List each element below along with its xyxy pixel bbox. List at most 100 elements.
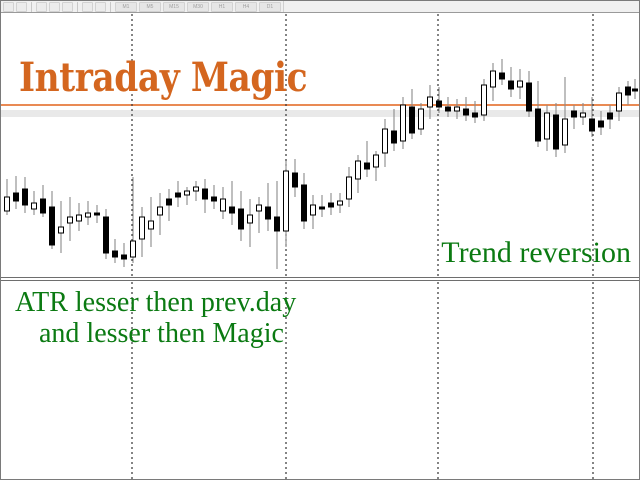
candle-body (211, 196, 217, 202)
candle-body (616, 92, 622, 112)
candle-body (463, 108, 469, 116)
zoom-out-button[interactable] (95, 1, 106, 12)
candle-body (112, 250, 118, 258)
candle-body (625, 86, 631, 96)
candle-body (130, 240, 136, 258)
candle-body (301, 184, 307, 222)
candle-body (553, 114, 559, 150)
candle-body (481, 84, 487, 116)
candle-body (193, 186, 199, 192)
candle-body (607, 112, 613, 120)
candle-body (436, 100, 442, 108)
timeframe-m30-button[interactable]: M30 (187, 1, 209, 12)
candle-body (274, 216, 280, 232)
toolbar-group-charttype (34, 1, 75, 12)
atr-annotation-line1: ATR lesser then prev.day (15, 287, 297, 318)
candle-body (409, 106, 415, 134)
new-chart-button[interactable] (3, 1, 14, 12)
candle-body (175, 192, 181, 198)
candle-body (139, 216, 145, 240)
timeframe-m15-button[interactable]: M15 (163, 1, 185, 12)
candle-body (427, 96, 433, 108)
candle-body (103, 216, 109, 254)
line-chart-button[interactable] (62, 1, 73, 12)
candle-body (328, 202, 334, 208)
candle-body (148, 220, 154, 230)
candle-body (184, 190, 190, 196)
candle-body (58, 226, 64, 234)
toolbar-group-timeframes: M1 M5 M15 M30 H1 H4 D1 (113, 1, 283, 12)
profiles-button[interactable] (16, 1, 27, 12)
candle-body (632, 88, 638, 92)
candle-body (121, 254, 127, 260)
candle-body (157, 206, 163, 216)
candle-body (382, 128, 388, 154)
candle-body (580, 112, 586, 118)
candle-body (40, 198, 46, 214)
bar-chart-button[interactable] (36, 1, 47, 12)
candle-body (445, 106, 451, 112)
zoom-in-button[interactable] (82, 1, 93, 12)
toolbar-group-file (1, 1, 29, 12)
timeframe-h1-button[interactable]: H1 (211, 1, 233, 12)
candle-body (229, 206, 235, 214)
timeframe-m1-button[interactable]: M1 (115, 1, 137, 12)
candle-body (490, 70, 496, 88)
panel-splitter[interactable] (1, 277, 639, 281)
candle-body (31, 202, 37, 210)
toolbar: M1 M5 M15 M30 H1 H4 D1 (1, 1, 639, 13)
candle-body (571, 110, 577, 118)
candle-body (535, 108, 541, 142)
candle-body (508, 80, 514, 90)
candle-body (202, 188, 208, 200)
page-title: Intraday Magic (19, 54, 308, 101)
atr-annotation-line2: and lesser then Magic (39, 318, 284, 349)
candle-body (472, 112, 478, 118)
candlestick-chart-button[interactable] (49, 1, 60, 12)
candlestick-plot (1, 14, 639, 279)
toolbar-spacer (283, 1, 639, 12)
candle-body (85, 212, 91, 218)
candle-body (256, 204, 262, 212)
candle-body (4, 196, 10, 212)
candle-body (265, 206, 271, 220)
candle-body (94, 212, 100, 216)
candle-body (346, 176, 352, 200)
candle-body (517, 80, 523, 88)
candle-body (76, 214, 82, 222)
candle-body (544, 112, 550, 140)
candle-body (418, 108, 424, 130)
candle-body (166, 198, 172, 206)
timeframe-m5-button[interactable]: M5 (139, 1, 161, 12)
candle-body (454, 106, 460, 112)
candle-body (499, 72, 505, 80)
candle-body (400, 104, 406, 142)
candle-body (373, 154, 379, 168)
candle-body (391, 130, 397, 144)
candle-body (238, 208, 244, 230)
candle-body (67, 216, 73, 224)
candle-body (220, 198, 226, 212)
atr-annotation: ATR lesser then prev.day and lesser then… (15, 287, 435, 349)
candle-body (292, 172, 298, 188)
candle-body (526, 82, 532, 112)
candle-body (355, 160, 361, 180)
indicator-panel[interactable]: ATR lesser then prev.day and lesser then… (1, 282, 639, 479)
candle-body (364, 162, 370, 170)
candle-body (49, 206, 55, 246)
toolbar-divider (77, 1, 78, 12)
toolbar-divider (110, 1, 111, 12)
timeframe-d1-button[interactable]: D1 (259, 1, 281, 12)
timeframe-h4-button[interactable]: H4 (235, 1, 257, 12)
candle-body (283, 170, 289, 232)
trend-reversion-annotation: Trend reversion (441, 236, 631, 269)
price-chart-panel[interactable]: Intraday Magic Trend reversion (1, 14, 639, 279)
candle-body (562, 118, 568, 146)
candle-body (247, 214, 253, 224)
candle-body (22, 188, 28, 206)
oscillator-plot (131, 282, 594, 479)
price-level-band (1, 110, 639, 117)
candle-body (598, 120, 604, 128)
toolbar-divider (31, 1, 32, 12)
